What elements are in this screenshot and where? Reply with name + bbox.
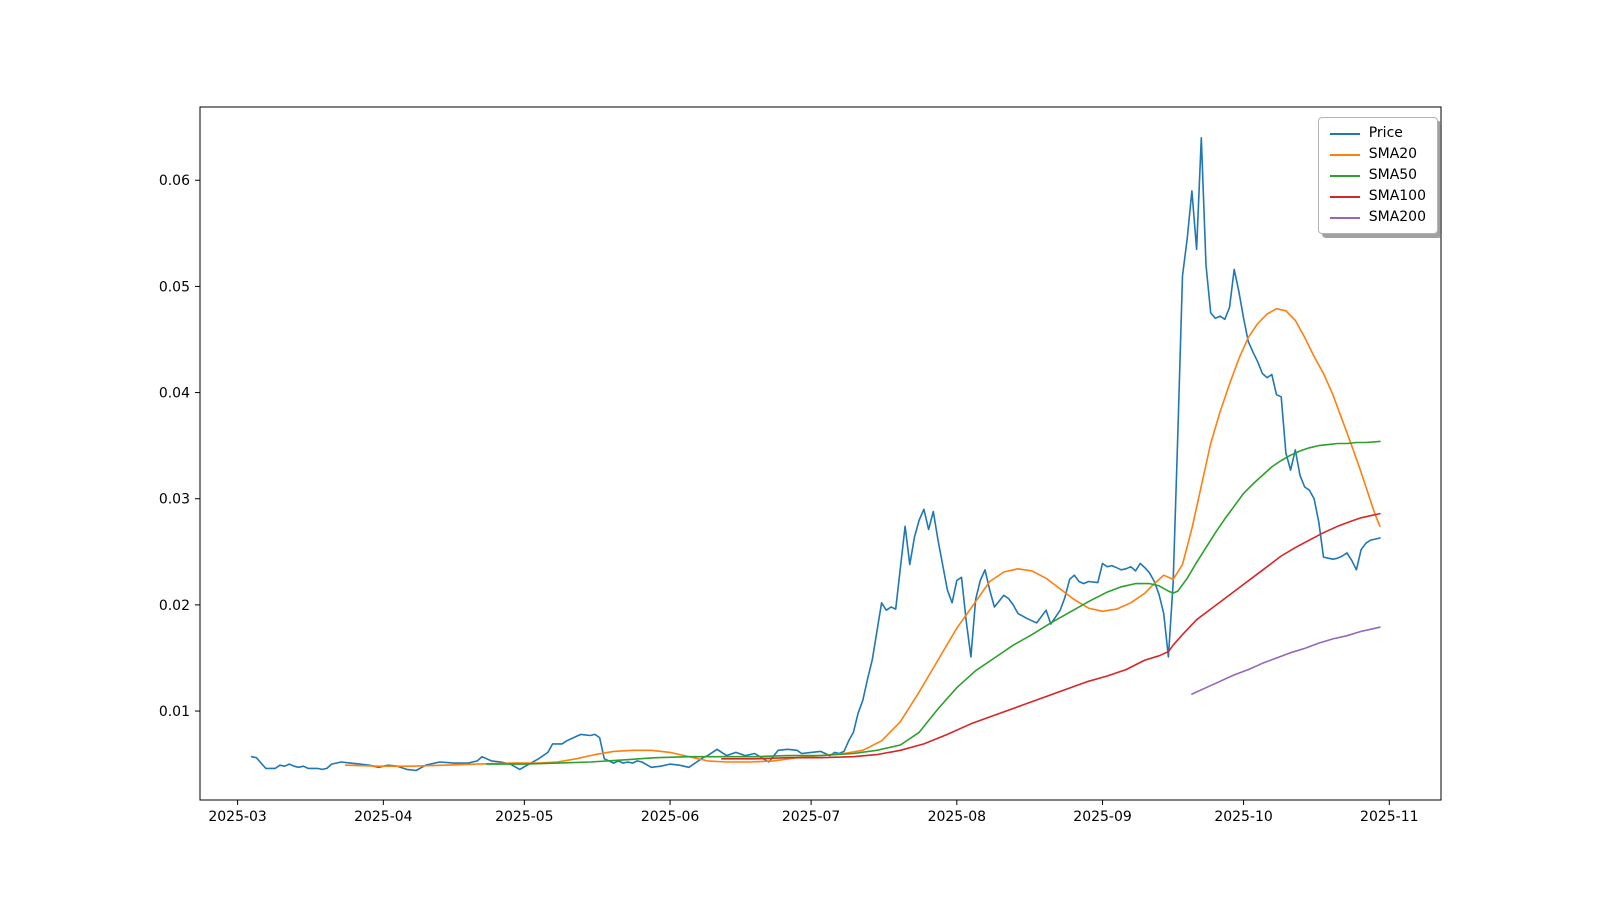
x-axis-tick-label: 2025-09 bbox=[1073, 809, 1132, 825]
legend-item-price: Price bbox=[1329, 125, 1426, 142]
sma50-line bbox=[485, 440, 1381, 765]
x-axis-tick-label: 2025-11 bbox=[1360, 809, 1419, 825]
y-axis-tick-label: 0.03 bbox=[159, 492, 190, 508]
y-axis-tick-label: 0.02 bbox=[159, 598, 190, 614]
sma100-line bbox=[721, 512, 1381, 760]
legend-label: Price bbox=[1368, 125, 1403, 141]
legend-line-sample-icon bbox=[1329, 216, 1360, 219]
sma200-line bbox=[1191, 626, 1381, 695]
x-axis-tick-label: 2025-07 bbox=[782, 809, 841, 825]
y-axis-tick-label: 0.06 bbox=[159, 173, 190, 189]
y-axis-tick-label: 0.05 bbox=[159, 279, 190, 295]
legend-item-sma20: SMA20 bbox=[1329, 146, 1426, 163]
price-line bbox=[250, 137, 1381, 772]
sma20-line bbox=[344, 307, 1381, 767]
chart-legend: Price SMA20 SMA50 SMA100 SMA200 bbox=[1317, 117, 1438, 234]
legend-label: SMA200 bbox=[1368, 209, 1426, 225]
legend-item-sma200: SMA200 bbox=[1329, 209, 1426, 226]
legend-line-sample-icon bbox=[1329, 132, 1360, 135]
x-axis-tick-label: 2025-03 bbox=[208, 809, 267, 825]
legend-label: SMA100 bbox=[1368, 188, 1426, 204]
x-axis-tick-label: 2025-06 bbox=[641, 809, 700, 825]
y-axis-tick-label: 0.04 bbox=[159, 386, 190, 402]
legend-line-sample-icon bbox=[1329, 153, 1360, 156]
legend-label: SMA20 bbox=[1368, 146, 1418, 162]
legend-item-sma100: SMA100 bbox=[1329, 188, 1426, 205]
y-axis-tick-label: 0.01 bbox=[159, 704, 190, 720]
plot-border bbox=[199, 106, 1442, 801]
legend-item-sma50: SMA50 bbox=[1329, 167, 1426, 184]
x-axis-tick-label: 2025-10 bbox=[1214, 809, 1273, 825]
legend-line-sample-icon bbox=[1329, 195, 1360, 198]
legend-label: SMA50 bbox=[1368, 167, 1418, 183]
x-axis-tick-label: 2025-08 bbox=[928, 809, 987, 825]
x-axis-tick-label: 2025-05 bbox=[495, 809, 554, 825]
legend-line-sample-icon bbox=[1329, 174, 1360, 177]
x-axis-tick-label: 2025-04 bbox=[354, 809, 413, 825]
